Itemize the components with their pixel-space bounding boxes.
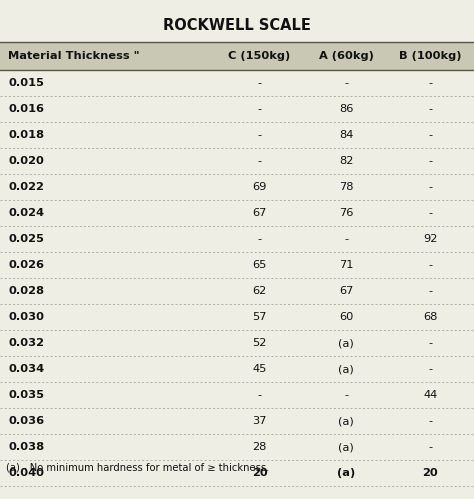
Bar [0, 434, 474, 460]
Bar [0, 122, 474, 148]
Bar [0, 382, 474, 408]
Bar [0, 70, 474, 96]
Text: -: - [428, 78, 432, 88]
Text: -: - [428, 208, 432, 218]
Text: 28: 28 [252, 442, 267, 452]
Text: 60: 60 [339, 312, 353, 322]
Text: 0.032: 0.032 [9, 338, 45, 348]
Text: -: - [428, 156, 432, 166]
Text: 0.034: 0.034 [9, 364, 45, 374]
Text: -: - [428, 130, 432, 140]
Bar [0, 226, 474, 252]
Text: -: - [428, 364, 432, 374]
Text: B (100kg): B (100kg) [399, 51, 461, 61]
Text: 68: 68 [423, 312, 438, 322]
Text: 67: 67 [252, 208, 267, 218]
Text: 0.026: 0.026 [9, 260, 45, 270]
Text: Material Thickness ": Material Thickness " [9, 51, 140, 61]
Text: 76: 76 [339, 208, 353, 218]
Bar [0, 96, 474, 122]
Text: -: - [257, 104, 262, 114]
Text: 20: 20 [252, 468, 267, 478]
Text: -: - [428, 104, 432, 114]
Text: (a): (a) [338, 338, 354, 348]
Text: 71: 71 [339, 260, 353, 270]
Text: -: - [257, 78, 262, 88]
Text: -: - [257, 130, 262, 140]
Text: 82: 82 [339, 156, 353, 166]
Bar [0, 42, 474, 70]
Bar [0, 278, 474, 304]
Text: (a): (a) [338, 364, 354, 374]
Text: -: - [344, 390, 348, 400]
Bar [0, 356, 474, 382]
Text: 67: 67 [339, 286, 353, 296]
Text: -: - [428, 416, 432, 426]
Text: -: - [428, 338, 432, 348]
Bar [0, 304, 474, 330]
Text: -: - [428, 442, 432, 452]
Text: 0.040: 0.040 [9, 468, 45, 478]
Bar [0, 408, 474, 434]
Text: (a): (a) [338, 442, 354, 452]
Text: -: - [344, 78, 348, 88]
Text: ROCKWELL SCALE: ROCKWELL SCALE [163, 18, 311, 33]
Text: 0.028: 0.028 [9, 286, 45, 296]
Text: 0.022: 0.022 [9, 182, 44, 192]
Text: 0.035: 0.035 [9, 390, 45, 400]
Text: C (150kg): C (150kg) [228, 51, 291, 61]
Text: 20: 20 [422, 468, 438, 478]
Text: -: - [428, 286, 432, 296]
Text: 0.024: 0.024 [9, 208, 45, 218]
Bar [0, 460, 474, 486]
Text: 44: 44 [423, 390, 438, 400]
Text: 62: 62 [252, 286, 267, 296]
Text: -: - [257, 156, 262, 166]
Text: 45: 45 [252, 364, 267, 374]
Bar [0, 330, 474, 356]
Text: -: - [257, 390, 262, 400]
Text: 0.020: 0.020 [9, 156, 44, 166]
Text: -: - [344, 234, 348, 244]
Text: -: - [257, 234, 262, 244]
Text: (a) - No minimum hardness for metal of ≥ thickness.: (a) - No minimum hardness for metal of ≥… [6, 462, 269, 472]
Bar [0, 174, 474, 200]
Text: A (60kg): A (60kg) [319, 51, 374, 61]
Text: (a): (a) [337, 468, 355, 478]
Text: 84: 84 [339, 130, 353, 140]
Text: (a): (a) [338, 416, 354, 426]
Text: 57: 57 [252, 312, 267, 322]
Text: 0.036: 0.036 [9, 416, 45, 426]
Text: -: - [428, 260, 432, 270]
Bar [0, 148, 474, 174]
Bar [0, 200, 474, 226]
Text: 0.015: 0.015 [9, 78, 44, 88]
Bar [0, 252, 474, 278]
Text: -: - [428, 182, 432, 192]
Text: 86: 86 [339, 104, 353, 114]
Text: 0.030: 0.030 [9, 312, 45, 322]
Text: 78: 78 [339, 182, 353, 192]
Text: 69: 69 [252, 182, 267, 192]
Text: 92: 92 [423, 234, 438, 244]
Text: 0.038: 0.038 [9, 442, 45, 452]
Text: 0.018: 0.018 [9, 130, 45, 140]
Text: 0.016: 0.016 [9, 104, 45, 114]
Text: 0.025: 0.025 [9, 234, 44, 244]
Text: 37: 37 [252, 416, 267, 426]
Text: 65: 65 [252, 260, 267, 270]
Text: 52: 52 [252, 338, 267, 348]
